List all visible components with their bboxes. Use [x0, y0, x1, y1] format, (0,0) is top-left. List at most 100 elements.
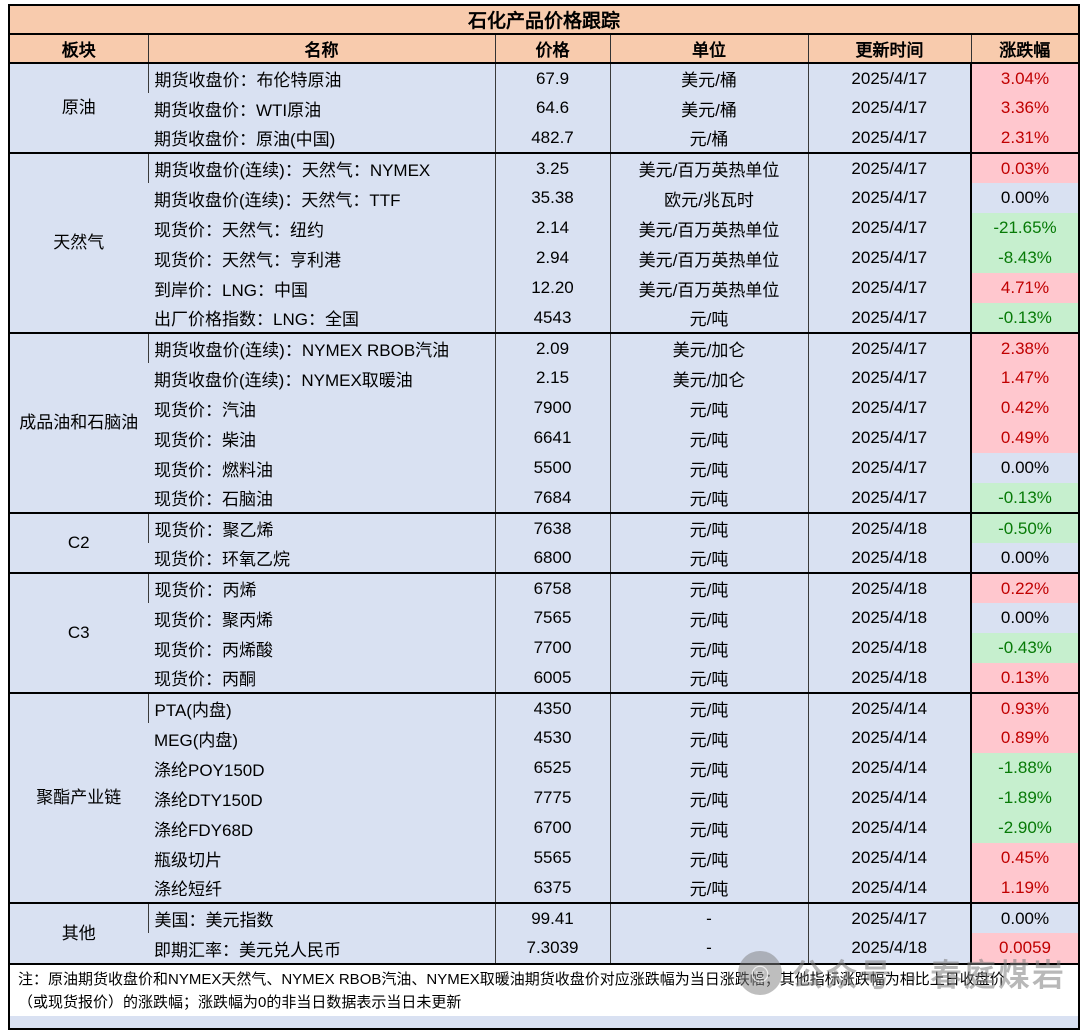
update-date-cell: 2025/4/17 [807, 123, 971, 153]
price-cell: 6700 [494, 813, 610, 843]
update-date-cell: 2025/4/18 [807, 543, 971, 573]
unit-cell: 元/吨 [609, 663, 808, 693]
sector-cell: 其他 [10, 902, 148, 963]
price-cell: 7900 [494, 393, 610, 423]
unit-cell: 元/吨 [609, 483, 808, 513]
indicator-name-cell: 到岸价：LNG：中国 [148, 273, 495, 303]
update-date-cell: 2025/4/17 [807, 62, 971, 93]
change-cell: 0.00% [970, 902, 1078, 933]
price-cell: 6641 [494, 423, 610, 453]
unit-cell: 元/吨 [609, 603, 808, 633]
table-row: MEG(内盘) 4530 元/吨 2025/4/14 0.89% [10, 723, 1078, 753]
unit-cell: 元/吨 [609, 783, 808, 813]
page-title: 石化产品价格跟踪 [10, 6, 1078, 35]
column-header-change: 涨跌幅 [970, 35, 1078, 64]
table-row: 现货价：柴油 6641 元/吨 2025/4/17 0.49% [10, 423, 1078, 453]
update-date-cell: 2025/4/17 [807, 483, 971, 513]
update-date-cell: 2025/4/17 [807, 93, 971, 123]
table-row: 到岸价：LNG：中国 12.20 美元/百万英热单位 2025/4/17 4.71% [10, 273, 1078, 303]
unit-cell: 元/吨 [609, 873, 808, 903]
price-cell: 64.6 [494, 93, 610, 123]
change-cell: -1.89% [970, 783, 1078, 813]
indicator-name-cell: 期货收盘价(连续)：天然气：TTF [148, 183, 495, 213]
update-date-cell: 2025/4/17 [807, 902, 971, 933]
column-header-sector: 板块 [10, 35, 148, 64]
unit-cell: 美元/百万英热单位 [609, 273, 808, 303]
change-cell: 0.00% [970, 543, 1078, 573]
update-date-cell: 2025/4/14 [807, 753, 971, 783]
price-cell: 6005 [494, 663, 610, 693]
change-cell: 0.00% [970, 183, 1078, 213]
update-date-cell: 2025/4/18 [807, 933, 971, 963]
update-date-cell: 2025/4/17 [807, 453, 971, 483]
indicator-name-cell: 现货价：汽油 [148, 393, 495, 423]
table-row: 涤纶POY150D 6525 元/吨 2025/4/14 -1.88% [10, 753, 1078, 783]
change-cell: 0.00% [970, 453, 1078, 483]
indicator-name-cell: 现货价：燃料油 [148, 453, 495, 483]
indicator-name-cell: 现货价：天然气：纽约 [148, 213, 495, 243]
unit-cell: 元/吨 [609, 453, 808, 483]
table-row: 现货价：聚丙烯 7565 元/吨 2025/4/18 0.00% [10, 603, 1078, 633]
table-row: 期货收盘价(连续)：NYMEX取暖油 2.15 美元/加仑 2025/4/17 1.47… [10, 363, 1078, 393]
change-cell: 0.49% [970, 423, 1078, 453]
price-cell: 6525 [494, 753, 610, 783]
price-cell: 2.15 [494, 363, 610, 393]
indicator-name-cell: 现货价：石脑油 [148, 483, 495, 513]
indicator-name-cell: 涤纶DTY150D [148, 783, 495, 813]
update-date-cell: 2025/4/17 [807, 303, 971, 333]
table-row: C2 现货价：聚乙烯 7638 元/吨 2025/4/18 -0.50% [10, 512, 1078, 573]
price-cell: 3.25 [494, 152, 610, 183]
change-cell: 0.89% [970, 723, 1078, 753]
indicator-name-cell: 期货收盘价(连续)：NYMEX RBOB汽油 [147, 332, 495, 363]
price-cell: 7700 [494, 633, 610, 663]
update-date-cell: 2025/4/18 [807, 633, 971, 663]
price-cell: 67.9 [494, 62, 610, 93]
indicator-name-cell: 现货价：丙烯 [147, 572, 495, 603]
unit-cell: 美元/桶 [609, 93, 808, 123]
sector-cell: 天然气 [10, 152, 148, 333]
table-row: 现货价：燃料油 5500 元/吨 2025/4/17 0.00% [10, 453, 1078, 483]
unit-cell: 元/吨 [609, 572, 808, 603]
table-row: 涤纶FDY68D 6700 元/吨 2025/4/14 -2.90% [10, 813, 1078, 843]
change-cell: 0.0059 [970, 933, 1078, 963]
update-date-cell: 2025/4/17 [807, 213, 971, 243]
table-row: 现货价：石脑油 7684 元/吨 2025/4/17 -0.13% [10, 483, 1078, 513]
price-cell: 7684 [494, 483, 610, 513]
unit-cell: 美元/百万英热单位 [609, 213, 808, 243]
indicator-name-cell: 现货价：柴油 [148, 423, 495, 453]
unit-cell: 元/吨 [609, 303, 808, 333]
unit-cell: 美元/加仑 [609, 332, 808, 363]
column-header-date: 更新时间 [807, 35, 971, 64]
unit-cell: 元/桶 [609, 123, 808, 153]
table-row: 即期汇率：美元兑人民币 7.3039-2025/4/18 0.0059 [10, 933, 1078, 963]
change-cell: -0.13% [970, 483, 1078, 513]
change-cell: -21.65% [970, 213, 1078, 243]
change-cell: -8.43% [970, 243, 1078, 273]
change-cell: 3.04% [970, 62, 1078, 93]
unit-cell: - [609, 902, 808, 933]
table-row: 天然气 期货收盘价(连续)：天然气：NYMEX 3.25 美元/百万英热单位 2025/… [10, 152, 1078, 333]
change-cell: 2.38% [970, 332, 1078, 363]
footnote: 注：原油期货收盘价和NYMEX天然气、NYMEX RBOB汽油、NYMEX取暖油… [10, 963, 1078, 1016]
change-cell: -0.13% [970, 303, 1078, 333]
sector-cell: 成品油和石脑油 [10, 332, 148, 513]
table-row: 原油 期货收盘价：布伦特原油 67.9 美元/桶 2025/4/17 3.04% [10, 62, 1078, 153]
price-cell: 7775 [494, 783, 610, 813]
unit-cell: 美元/百万英热单位 [609, 243, 808, 273]
unit-cell: - [609, 933, 808, 963]
change-cell: 2.31% [970, 123, 1078, 153]
indicator-name-cell: 现货价：丙烯酸 [148, 633, 495, 663]
price-cell: 7.3039 [494, 933, 610, 963]
update-date-cell: 2025/4/14 [807, 723, 971, 753]
indicator-name-cell: 现货价：环氧乙烷 [148, 543, 495, 573]
indicator-name-cell: 涤纶POY150D [148, 753, 495, 783]
unit-cell: 元/吨 [609, 692, 808, 723]
sector-cell: 聚酯产业链 [10, 692, 148, 903]
price-cell: 6375 [494, 873, 610, 903]
price-cell: 2.09 [494, 332, 610, 363]
indicator-name-cell: 期货收盘价：布伦特原油 [147, 62, 495, 93]
table-row: 成品油和石脑油 期货收盘价(连续)：NYMEX RBOB汽油 2.09 美元/加仑 20… [10, 332, 1078, 513]
price-cell: 482.7 [494, 123, 610, 153]
indicator-name-cell: 即期汇率：美元兑人民币 [148, 933, 495, 963]
update-date-cell: 2025/4/17 [807, 332, 971, 363]
